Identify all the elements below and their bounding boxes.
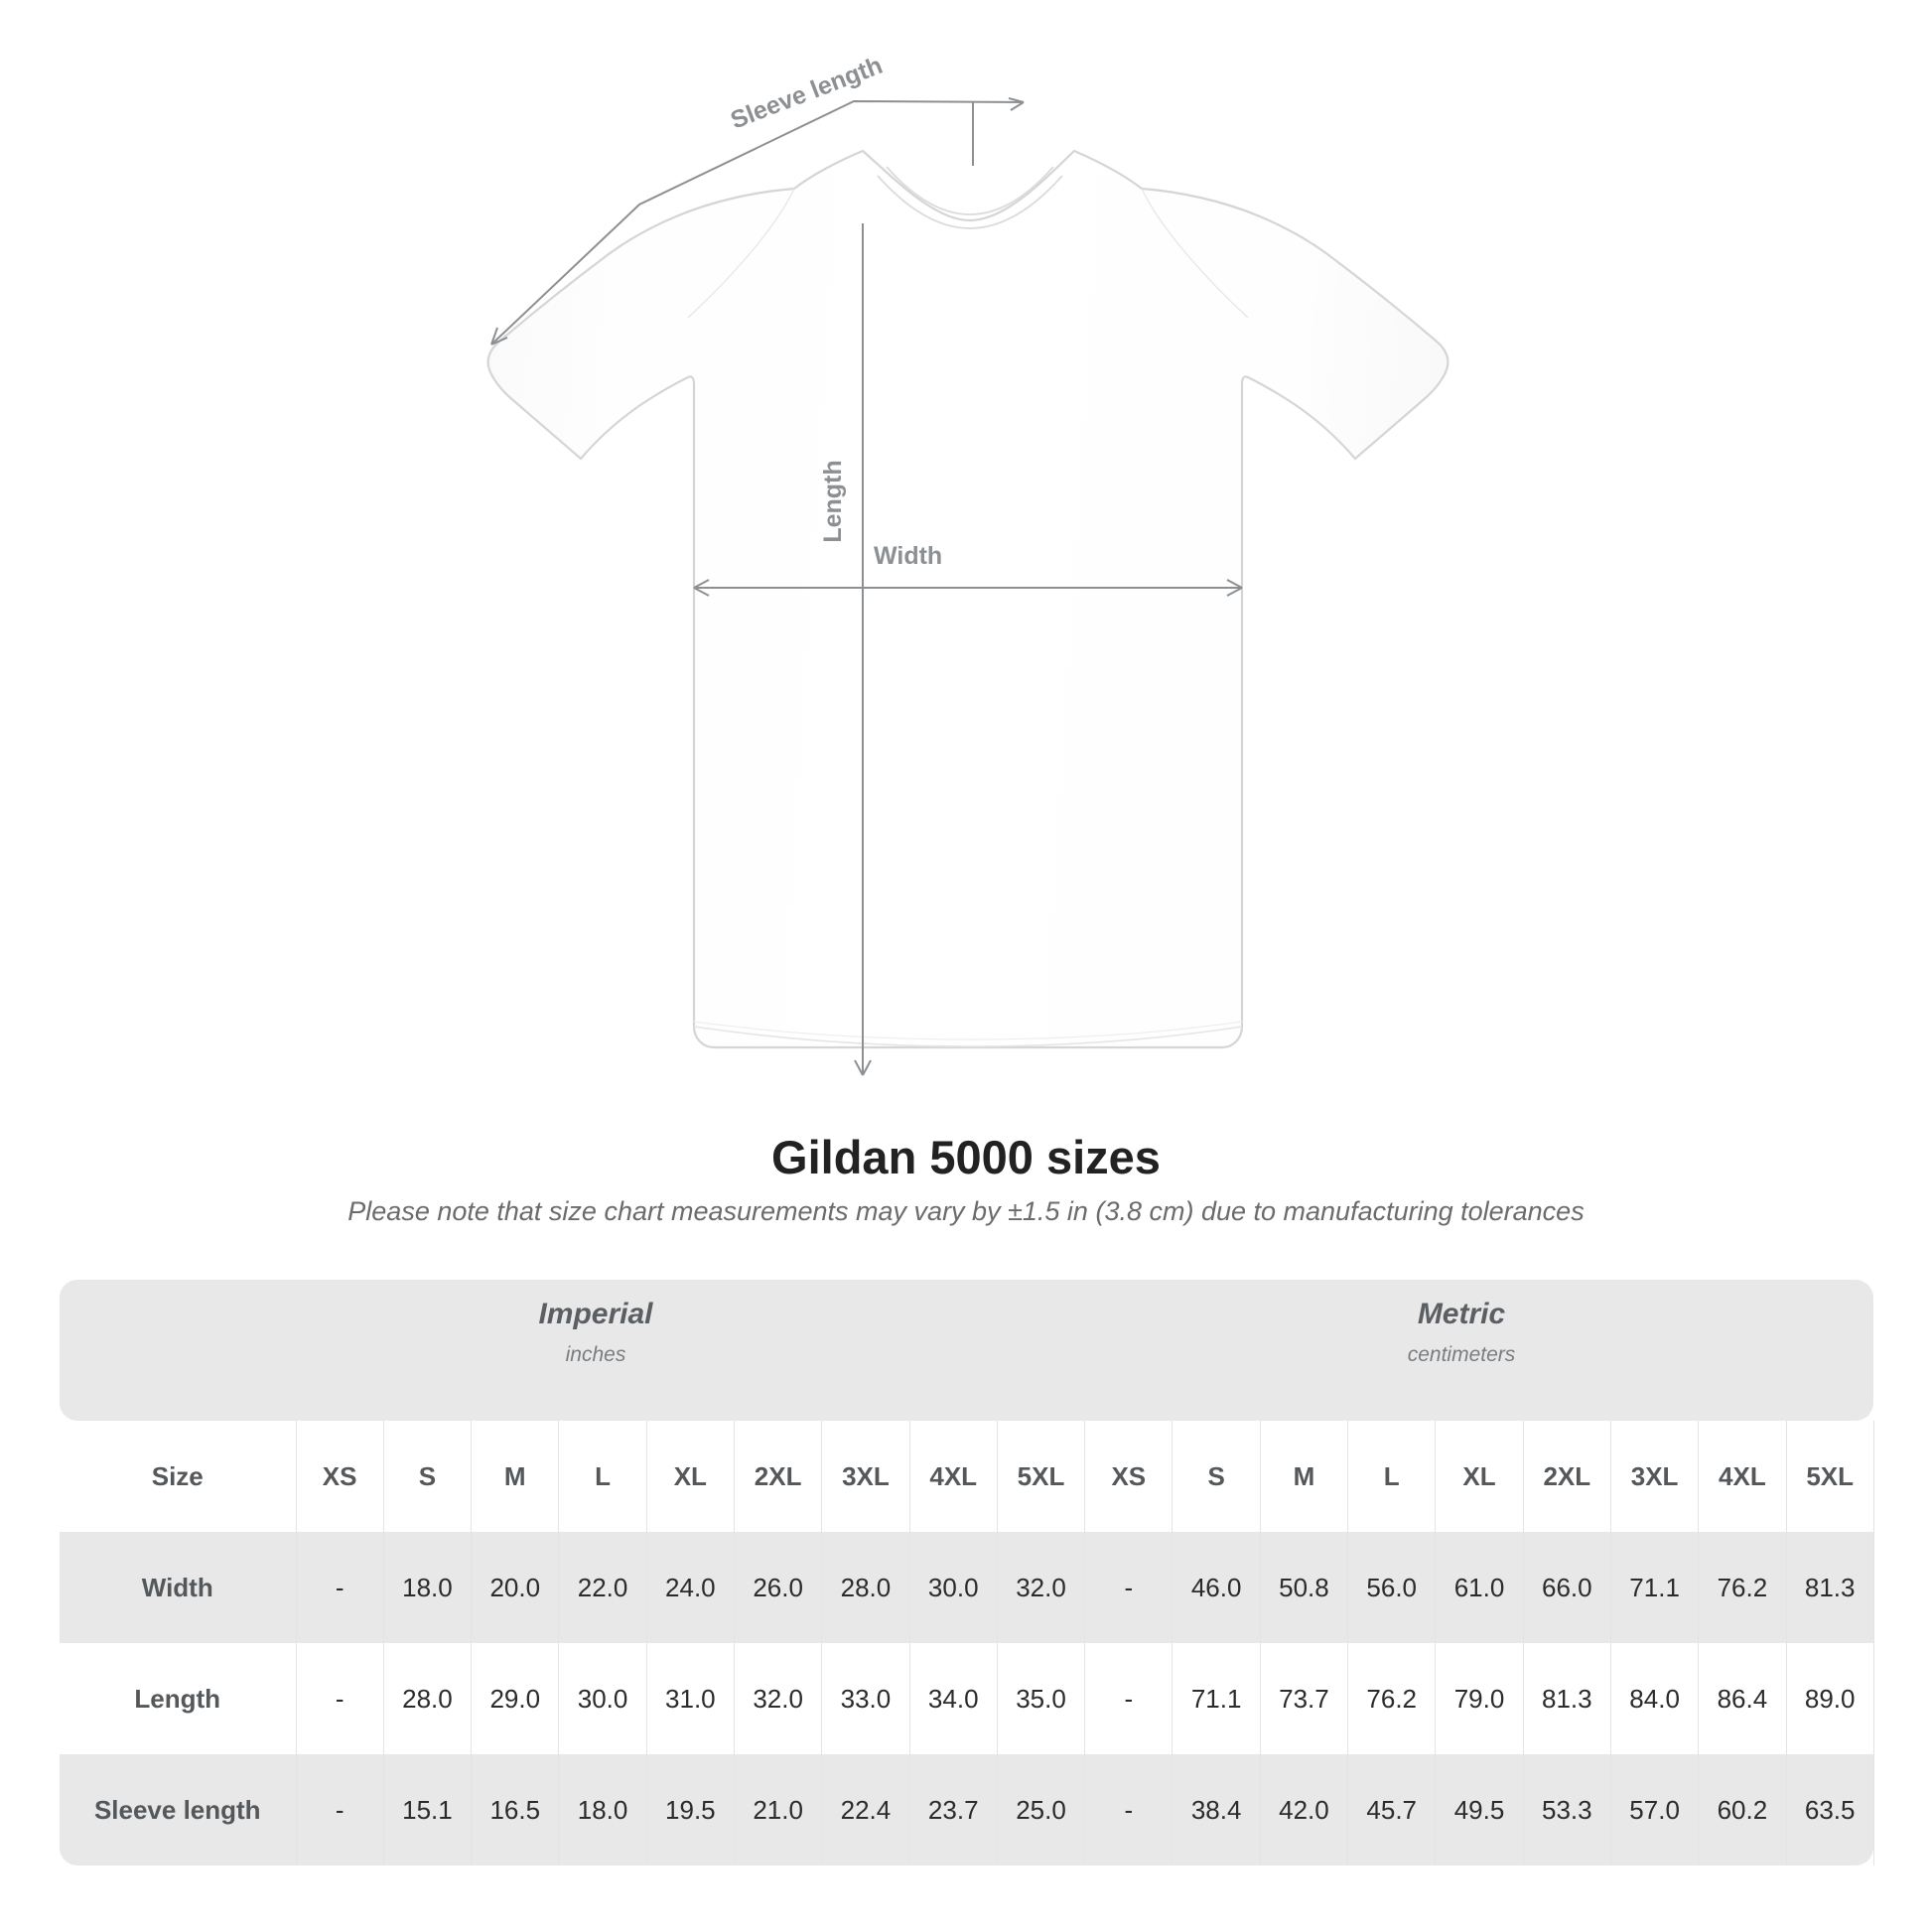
svg-text:Width: Width: [874, 542, 942, 570]
svg-text:Length: Length: [819, 460, 847, 542]
svg-text:Sleeve length: Sleeve length: [727, 52, 887, 135]
